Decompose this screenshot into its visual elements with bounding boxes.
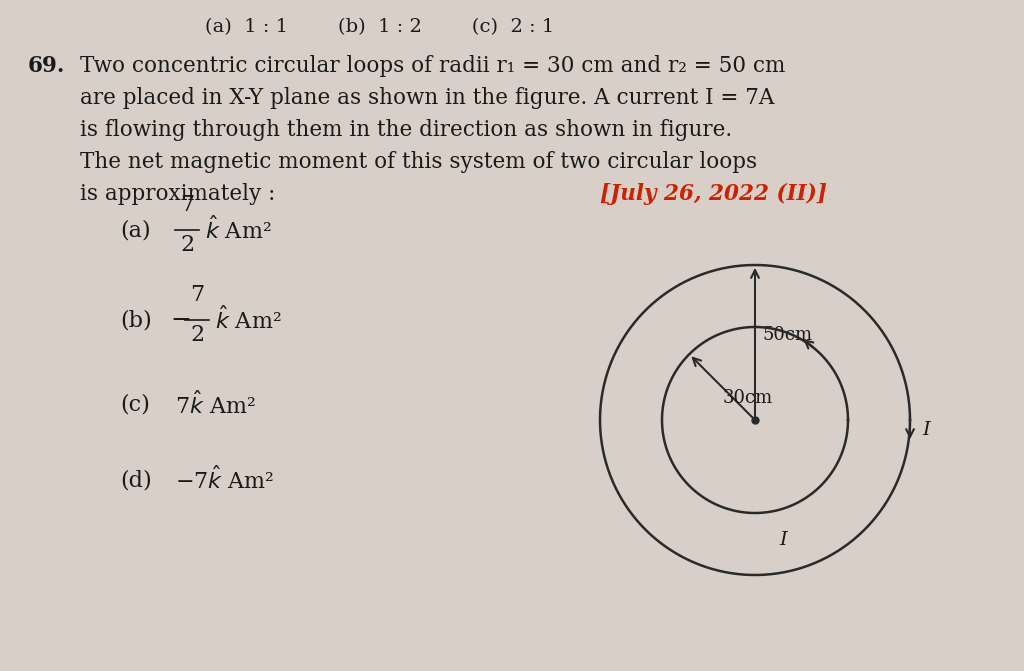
- Text: are placed in X-Y plane as shown in the figure. A current I = 7A: are placed in X-Y plane as shown in the …: [80, 87, 774, 109]
- Text: 50cm: 50cm: [763, 325, 813, 344]
- Text: 7: 7: [189, 284, 204, 306]
- Text: 30cm: 30cm: [723, 389, 773, 407]
- Text: (b): (b): [120, 309, 152, 331]
- Text: I: I: [779, 531, 786, 549]
- Text: [July 26, 2022 (II)]: [July 26, 2022 (II)]: [600, 183, 826, 205]
- Text: Two concentric circular loops of radii r₁ = 30 cm and r₂ = 50 cm: Two concentric circular loops of radii r…: [80, 55, 785, 77]
- Text: is approximately :: is approximately :: [80, 183, 275, 205]
- Text: 7$\hat{k}$ Am²: 7$\hat{k}$ Am²: [175, 391, 256, 419]
- Text: (a)  1 : 1        (b)  1 : 2        (c)  2 : 1: (a) 1 : 1 (b) 1 : 2 (c) 2 : 1: [206, 18, 555, 36]
- Text: (d): (d): [120, 469, 152, 491]
- Text: The net magnetic moment of this system of two circular loops: The net magnetic moment of this system o…: [80, 151, 757, 173]
- Text: $-$7$\hat{k}$ Am²: $-$7$\hat{k}$ Am²: [175, 466, 274, 494]
- Text: 69.: 69.: [28, 55, 66, 77]
- Text: is flowing through them in the direction as shown in figure.: is flowing through them in the direction…: [80, 119, 732, 141]
- Text: 7: 7: [180, 194, 195, 216]
- Text: −: −: [170, 309, 191, 331]
- Text: 2: 2: [180, 234, 195, 256]
- Text: 2: 2: [189, 324, 204, 346]
- Text: (c): (c): [120, 394, 150, 416]
- Text: $\hat{k}$ Am²: $\hat{k}$ Am²: [205, 216, 271, 244]
- Text: (a): (a): [120, 219, 151, 241]
- Text: I: I: [922, 421, 930, 439]
- Text: $\hat{k}$ Am²: $\hat{k}$ Am²: [215, 306, 282, 334]
